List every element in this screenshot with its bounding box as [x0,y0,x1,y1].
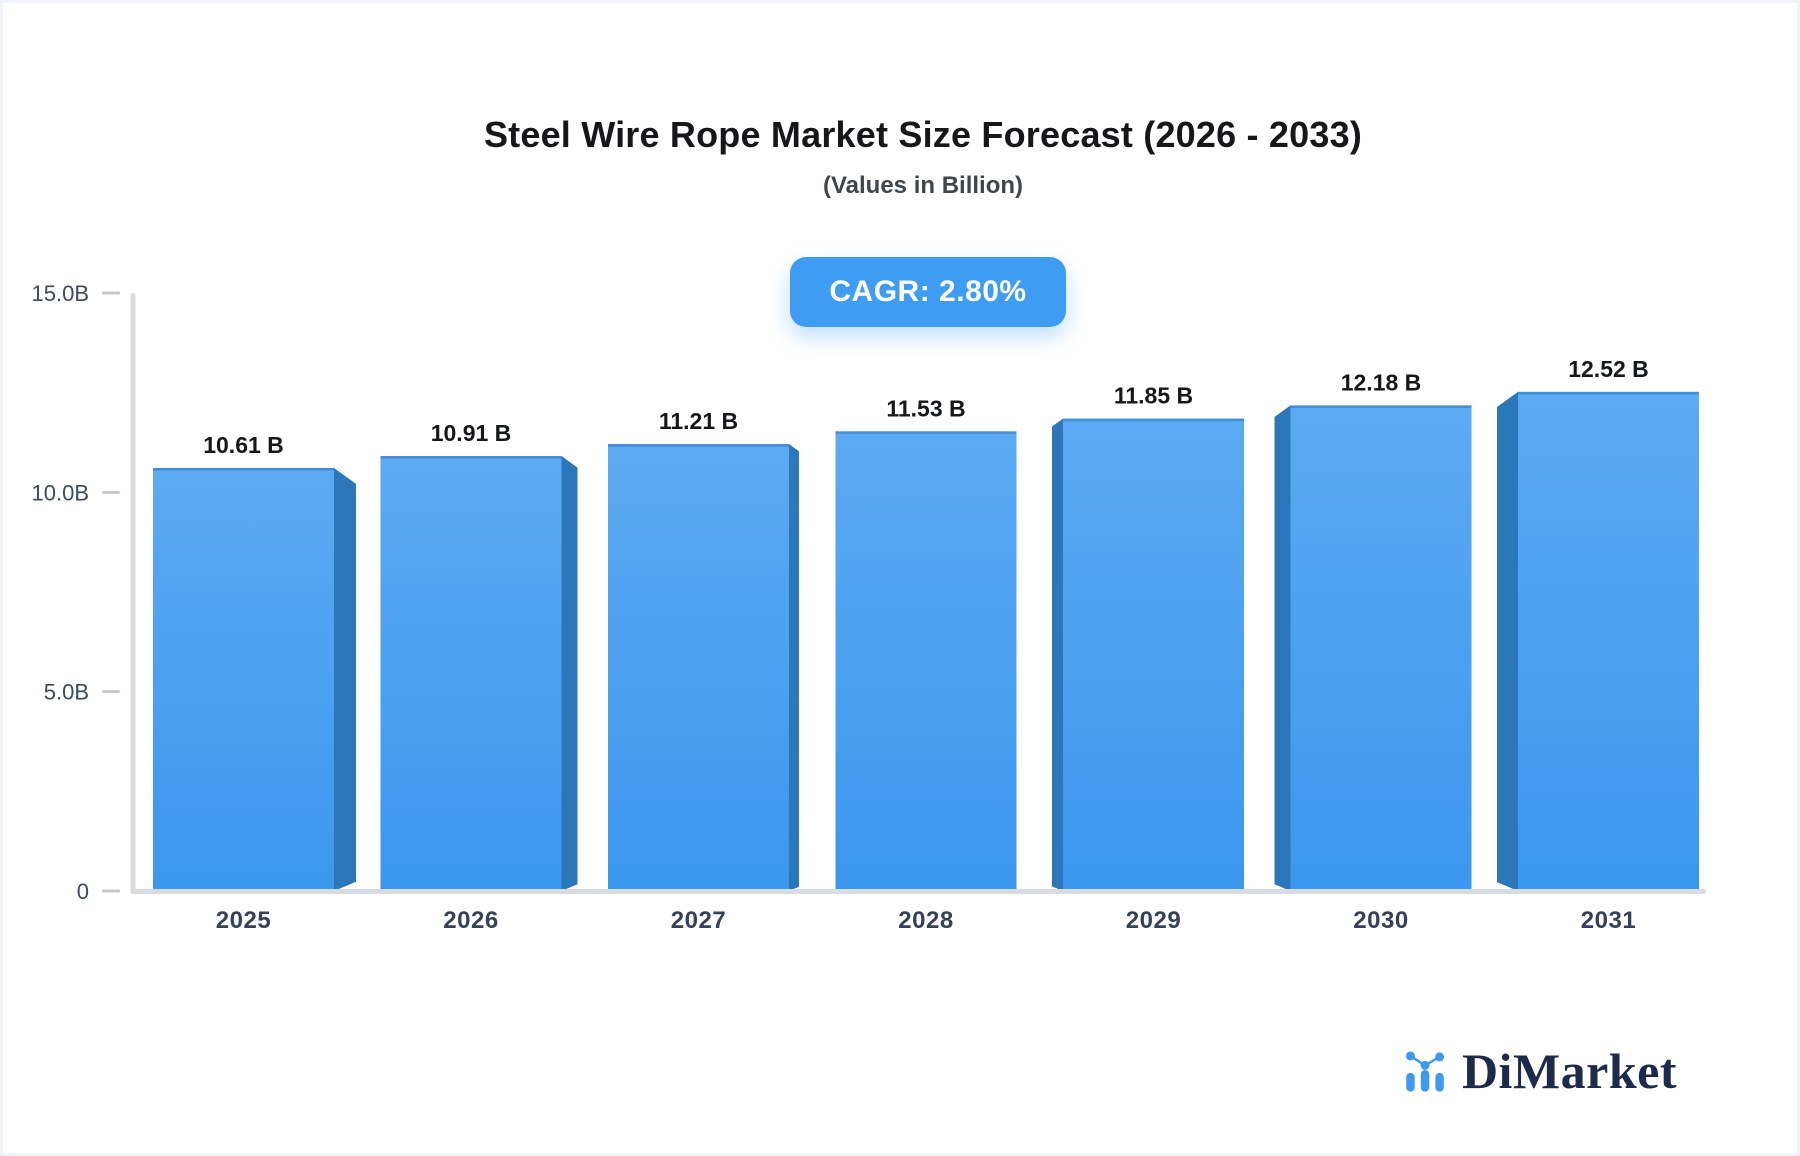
bar-2026 [380,456,562,891]
value-label: 10.61 B [203,432,284,458]
bar-chart: 10.61 B 2025 10.91 B 2026 11.21 B 2027 11.53 B… [32,281,1706,934]
bar-side-3d [561,456,578,891]
cagr-badge-label: CAGR: 2.80% [829,275,1027,308]
icon-dot [1420,1060,1430,1070]
y-tick-label: 10.0B [32,480,90,505]
x-axis-line [130,889,1706,894]
value-label: 11.21 B [659,408,738,434]
x-tick-label: 2025 [216,907,271,934]
x-tick-label: 2031 [1581,907,1636,934]
value-label: 11.53 B [886,395,965,421]
brand-name: DiMarket [1461,1043,1677,1099]
bar-2027 [608,444,789,891]
x-tick-label: 2027 [671,907,726,934]
icon-dot [1435,1052,1445,1062]
value-label: 12.52 B [1568,356,1649,382]
y-tick-label: 0 [77,879,89,904]
y-tick-mark [102,690,120,694]
icon-bar [1420,1070,1430,1092]
bar-side-3d [1052,418,1063,891]
cagr-badge: CAGR: 2.80% [790,257,1066,327]
y-tick-label: 5.0B [44,680,89,705]
bar-2025 [153,468,334,891]
bar-side-3d [789,444,799,891]
y-tick-label: 15.0B [32,281,90,306]
title-block: Steel Wire Rope Market Size Forecast (20… [43,113,1797,200]
chart-title: Steel Wire Rope Market Size Forecast (20… [483,114,1363,155]
bar-2028 [835,431,1017,891]
y-tick-mark [102,490,120,494]
value-label: 12.18 B [1341,369,1422,395]
chart-subtitle: (Values in Billion) [822,172,1024,200]
bar-2030 [1290,405,1472,891]
icon-dot [1405,1051,1415,1061]
icon-bar [1435,1072,1444,1092]
bar-side-3d [1274,405,1291,891]
x-tick-label: 2026 [443,907,498,934]
bar-2029 [1063,418,1244,891]
dimarket-icon [1405,1051,1445,1092]
icon-bar [1406,1072,1415,1092]
y-tick-mark [102,291,120,295]
x-tick-label: 2028 [898,907,953,934]
x-tick-label: 2029 [1126,907,1181,934]
y-tick-mark [102,889,120,893]
y-axis-line [130,293,136,894]
x-tick-label: 2030 [1353,907,1408,934]
bar-side-3d [1497,391,1518,891]
value-label: 11.85 B [1114,383,1193,409]
value-label: 10.91 B [431,420,512,446]
bar-side-3d [334,468,356,891]
bar-2031 [1518,391,1699,891]
brand-logo: DiMarket [1402,1045,1677,1097]
